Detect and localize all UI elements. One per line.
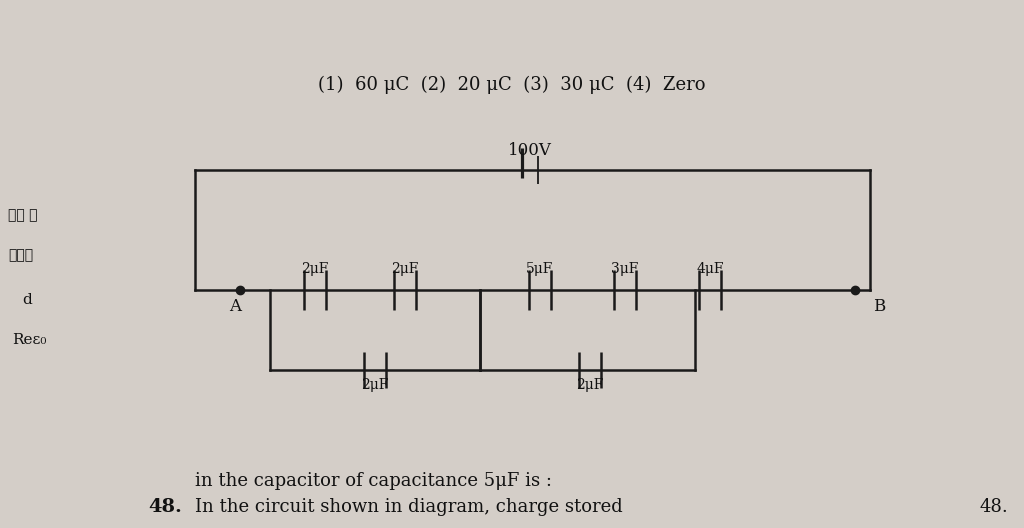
- Text: 2μF: 2μF: [361, 378, 389, 392]
- Text: 5μF: 5μF: [526, 262, 554, 276]
- Text: 4μF: 4μF: [696, 262, 724, 276]
- Text: 2μF: 2μF: [391, 262, 419, 276]
- Text: Reε₀: Reε₀: [12, 333, 46, 347]
- Text: B: B: [873, 298, 886, 315]
- Text: in the capacitor of capacitance 5μF is :: in the capacitor of capacitance 5μF is :: [195, 472, 552, 490]
- Text: 2μF: 2μF: [577, 378, 604, 392]
- Text: 3μF: 3μF: [611, 262, 639, 276]
- Text: तो आ: तो आ: [8, 208, 38, 222]
- Text: 2μF: 2μF: [301, 262, 329, 276]
- Text: 48.: 48.: [980, 498, 1009, 516]
- Text: 48.: 48.: [148, 498, 182, 516]
- Text: 100V: 100V: [508, 142, 552, 159]
- Text: d: d: [22, 293, 32, 307]
- Text: In the circuit shown in diagram, charge stored: In the circuit shown in diagram, charge …: [195, 498, 623, 516]
- Text: वेश: वेश: [8, 248, 33, 262]
- Text: (1)  60 μC  (2)  20 μC  (3)  30 μC  (4)  Zero: (1) 60 μC (2) 20 μC (3) 30 μC (4) Zero: [318, 76, 706, 94]
- Text: A: A: [229, 298, 241, 315]
